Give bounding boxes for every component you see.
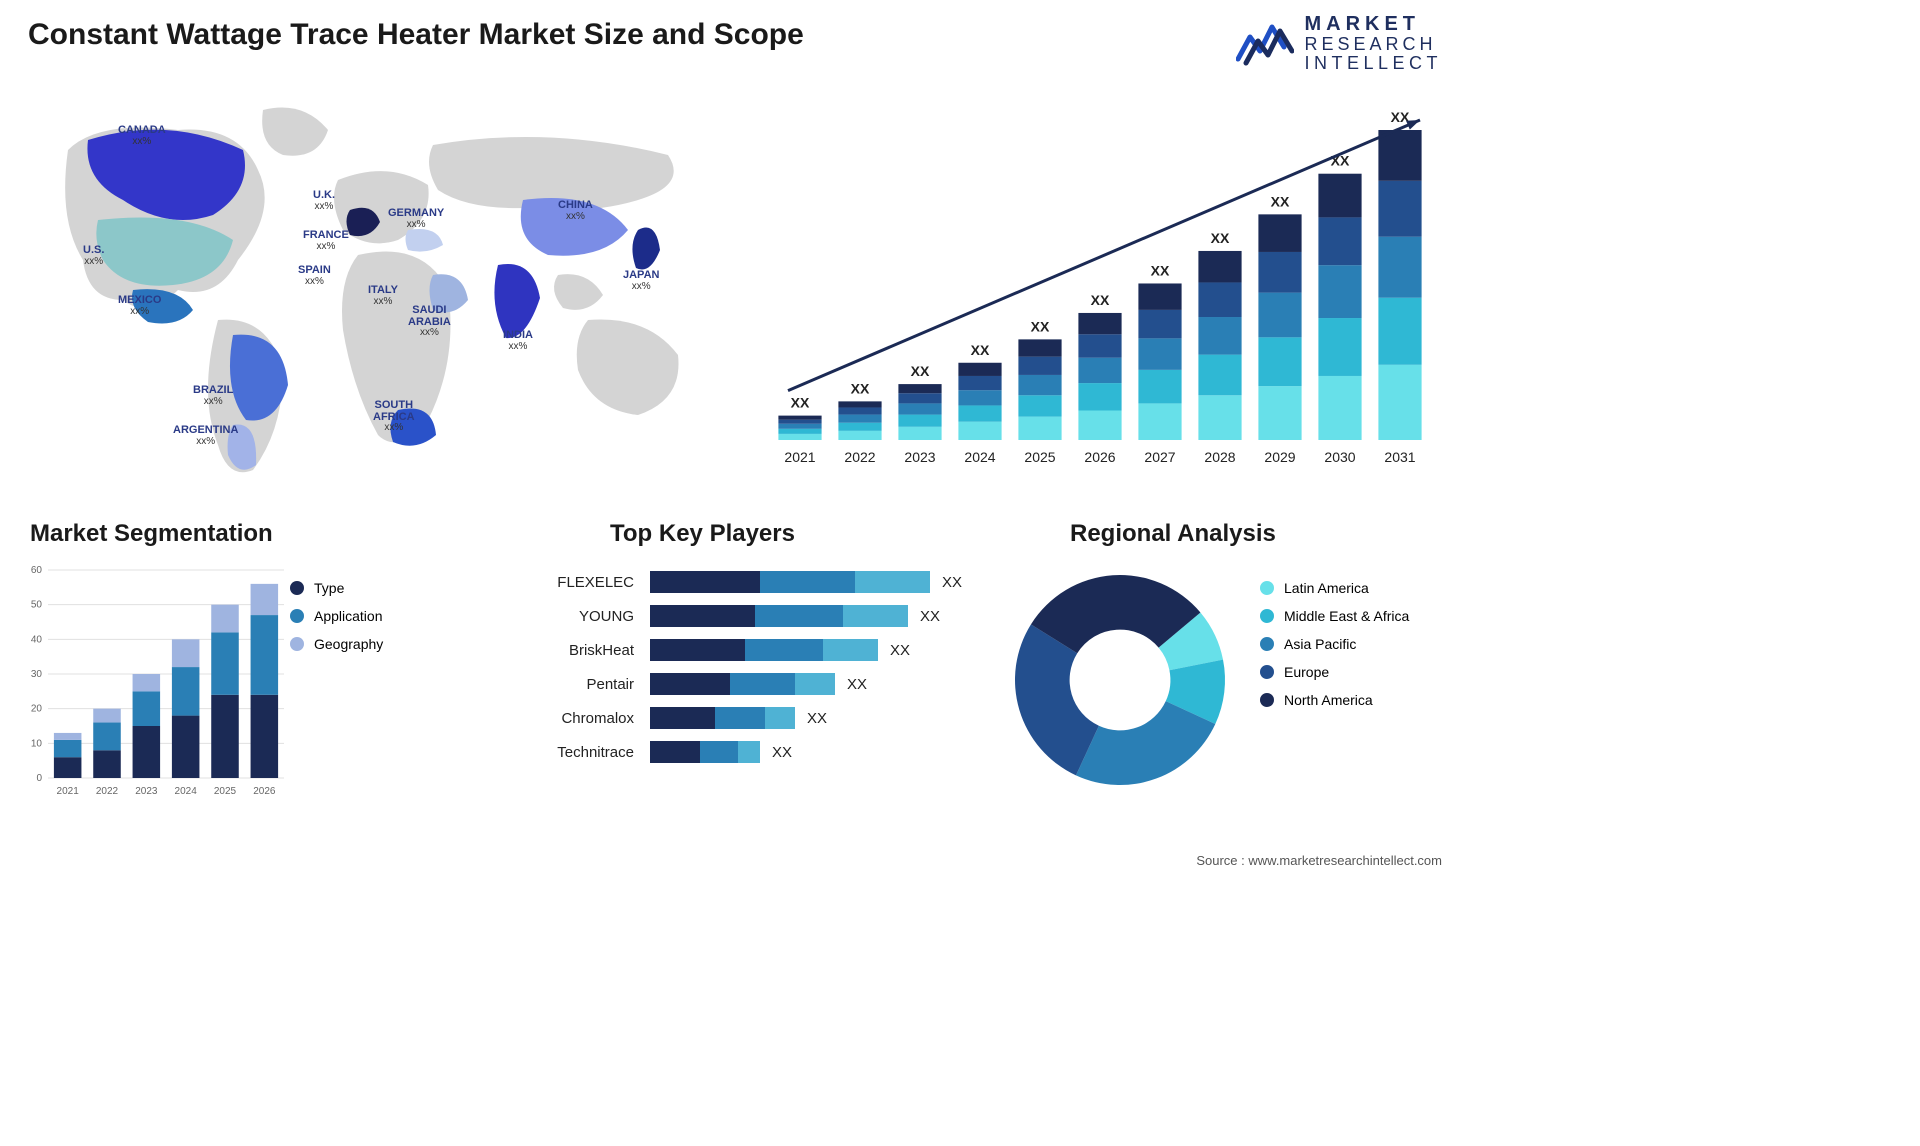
svg-text:XX: XX <box>791 395 810 411</box>
key-player-value: XX <box>807 710 827 727</box>
segmentation-legend: Type Application Geography <box>290 580 383 664</box>
market-size-chart: XX 2021 XX 2022 XX 2023 XX 2024 XX 2025 XX 2026 XX 20… <box>770 100 1430 470</box>
legend-item: Latin America <box>1260 580 1409 596</box>
map-label: GERMANYxx% <box>388 208 444 230</box>
svg-text:2027: 2027 <box>1144 449 1175 465</box>
svg-text:50: 50 <box>31 600 43 611</box>
map-label: BRAZILxx% <box>193 385 233 407</box>
svg-text:XX: XX <box>1151 262 1170 278</box>
svg-text:2026: 2026 <box>1084 449 1115 465</box>
svg-text:0: 0 <box>36 773 42 784</box>
svg-text:2021: 2021 <box>57 786 80 797</box>
key-player-bar <box>650 605 908 627</box>
svg-text:XX: XX <box>911 363 930 379</box>
map-label: U.K.xx% <box>313 190 335 212</box>
svg-text:XX: XX <box>1271 193 1290 209</box>
legend-item: Middle East & Africa <box>1260 608 1409 624</box>
segmentation-heading: Market Segmentation <box>30 520 273 548</box>
svg-text:XX: XX <box>971 342 990 358</box>
svg-text:2029: 2029 <box>1264 449 1295 465</box>
regional-legend: Latin America Middle East & Africa Asia Pa… <box>1260 580 1409 720</box>
svg-text:2025: 2025 <box>214 786 237 797</box>
svg-text:2022: 2022 <box>844 449 875 465</box>
key-player-value: XX <box>942 574 962 591</box>
key-player-name: FLEXELEC <box>470 574 650 591</box>
key-player-name: BriskHeat <box>470 642 650 659</box>
logo-line2: RESEARCH <box>1304 35 1442 54</box>
key-player-name: Pentair <box>470 676 650 693</box>
svg-text:40: 40 <box>31 634 43 645</box>
svg-text:2031: 2031 <box>1384 449 1415 465</box>
key-player-value: XX <box>920 608 940 625</box>
brand-logo: MARKET RESEARCH INTELLECT <box>1236 14 1442 73</box>
logo-text: MARKET RESEARCH INTELLECT <box>1304 14 1442 73</box>
page-title: Constant Wattage Trace Heater Market Siz… <box>28 18 804 52</box>
key-player-bar <box>650 571 930 593</box>
svg-text:10: 10 <box>31 738 43 749</box>
map-label: JAPANxx% <box>623 270 659 292</box>
key-player-name: Technitrace <box>470 744 650 761</box>
key-player-bar <box>650 741 760 763</box>
logo-mark-icon <box>1236 19 1294 67</box>
svg-text:2022: 2022 <box>96 786 119 797</box>
map-label: SAUDIARABIAxx% <box>408 305 451 339</box>
svg-text:XX: XX <box>1091 292 1110 308</box>
key-player-value: XX <box>890 642 910 659</box>
svg-text:XX: XX <box>1211 230 1230 246</box>
map-label: SPAINxx% <box>298 265 331 287</box>
svg-text:60: 60 <box>31 565 43 576</box>
map-label: CANADAxx% <box>118 125 166 147</box>
key-players-heading: Top Key Players <box>610 520 795 548</box>
key-player-row: BriskHeat XX <box>470 638 980 662</box>
key-player-name: YOUNG <box>470 608 650 625</box>
key-player-name: Chromalox <box>470 710 650 727</box>
key-players-chart: FLEXELECXXYOUNGXXBriskHeatXXPentairXXChr… <box>470 570 980 774</box>
legend-item: North America <box>1260 692 1409 708</box>
key-player-bar <box>650 639 878 661</box>
svg-text:20: 20 <box>31 704 43 715</box>
svg-text:2024: 2024 <box>175 786 198 797</box>
map-label: U.S.xx% <box>83 245 104 267</box>
key-player-value: XX <box>847 676 867 693</box>
svg-text:2021: 2021 <box>784 449 815 465</box>
key-player-bar <box>650 673 835 695</box>
map-label: ITALYxx% <box>368 285 398 307</box>
regional-donut <box>1000 560 1240 800</box>
svg-text:2023: 2023 <box>904 449 935 465</box>
key-player-row: Technitrace XX <box>470 740 980 764</box>
svg-text:2028: 2028 <box>1204 449 1235 465</box>
world-map: CANADAxx% U.S.xx% MEXICOxx% BRAZILxx% ARGENT… <box>28 90 728 490</box>
svg-text:XX: XX <box>851 380 870 396</box>
key-player-row: YOUNG XX <box>470 604 980 628</box>
regional-heading: Regional Analysis <box>1070 520 1276 548</box>
svg-text:2024: 2024 <box>964 449 995 465</box>
svg-text:2026: 2026 <box>253 786 276 797</box>
svg-text:2023: 2023 <box>135 786 158 797</box>
legend-item: Geography <box>290 636 383 652</box>
legend-item: Asia Pacific <box>1260 636 1409 652</box>
svg-text:2030: 2030 <box>1324 449 1355 465</box>
key-player-row: Chromalox XX <box>470 706 980 730</box>
key-player-row: FLEXELEC XX <box>470 570 980 594</box>
logo-line3: INTELLECT <box>1304 54 1442 73</box>
map-label: FRANCExx% <box>303 230 349 252</box>
legend-item: Type <box>290 580 383 596</box>
key-player-bar <box>650 707 795 729</box>
segmentation-chart: 0 10 20 30 40 50 60 2021 2022 2023 2024 2025 2026 <box>20 560 460 820</box>
legend-item: Application <box>290 608 383 624</box>
svg-text:XX: XX <box>1031 318 1050 334</box>
map-label: CHINAxx% <box>558 200 593 222</box>
key-player-row: Pentair XX <box>470 672 980 696</box>
map-label: SOUTHAFRICAxx% <box>373 400 415 434</box>
source-attribution: Source : www.marketresearchintellect.com <box>1196 853 1442 868</box>
map-label: ARGENTINAxx% <box>173 425 238 447</box>
key-player-value: XX <box>772 744 792 761</box>
logo-line1: MARKET <box>1304 14 1442 35</box>
svg-text:2025: 2025 <box>1024 449 1055 465</box>
svg-text:30: 30 <box>31 669 43 680</box>
map-label: INDIAxx% <box>503 330 533 352</box>
map-label: MEXICOxx% <box>118 295 161 317</box>
legend-item: Europe <box>1260 664 1409 680</box>
